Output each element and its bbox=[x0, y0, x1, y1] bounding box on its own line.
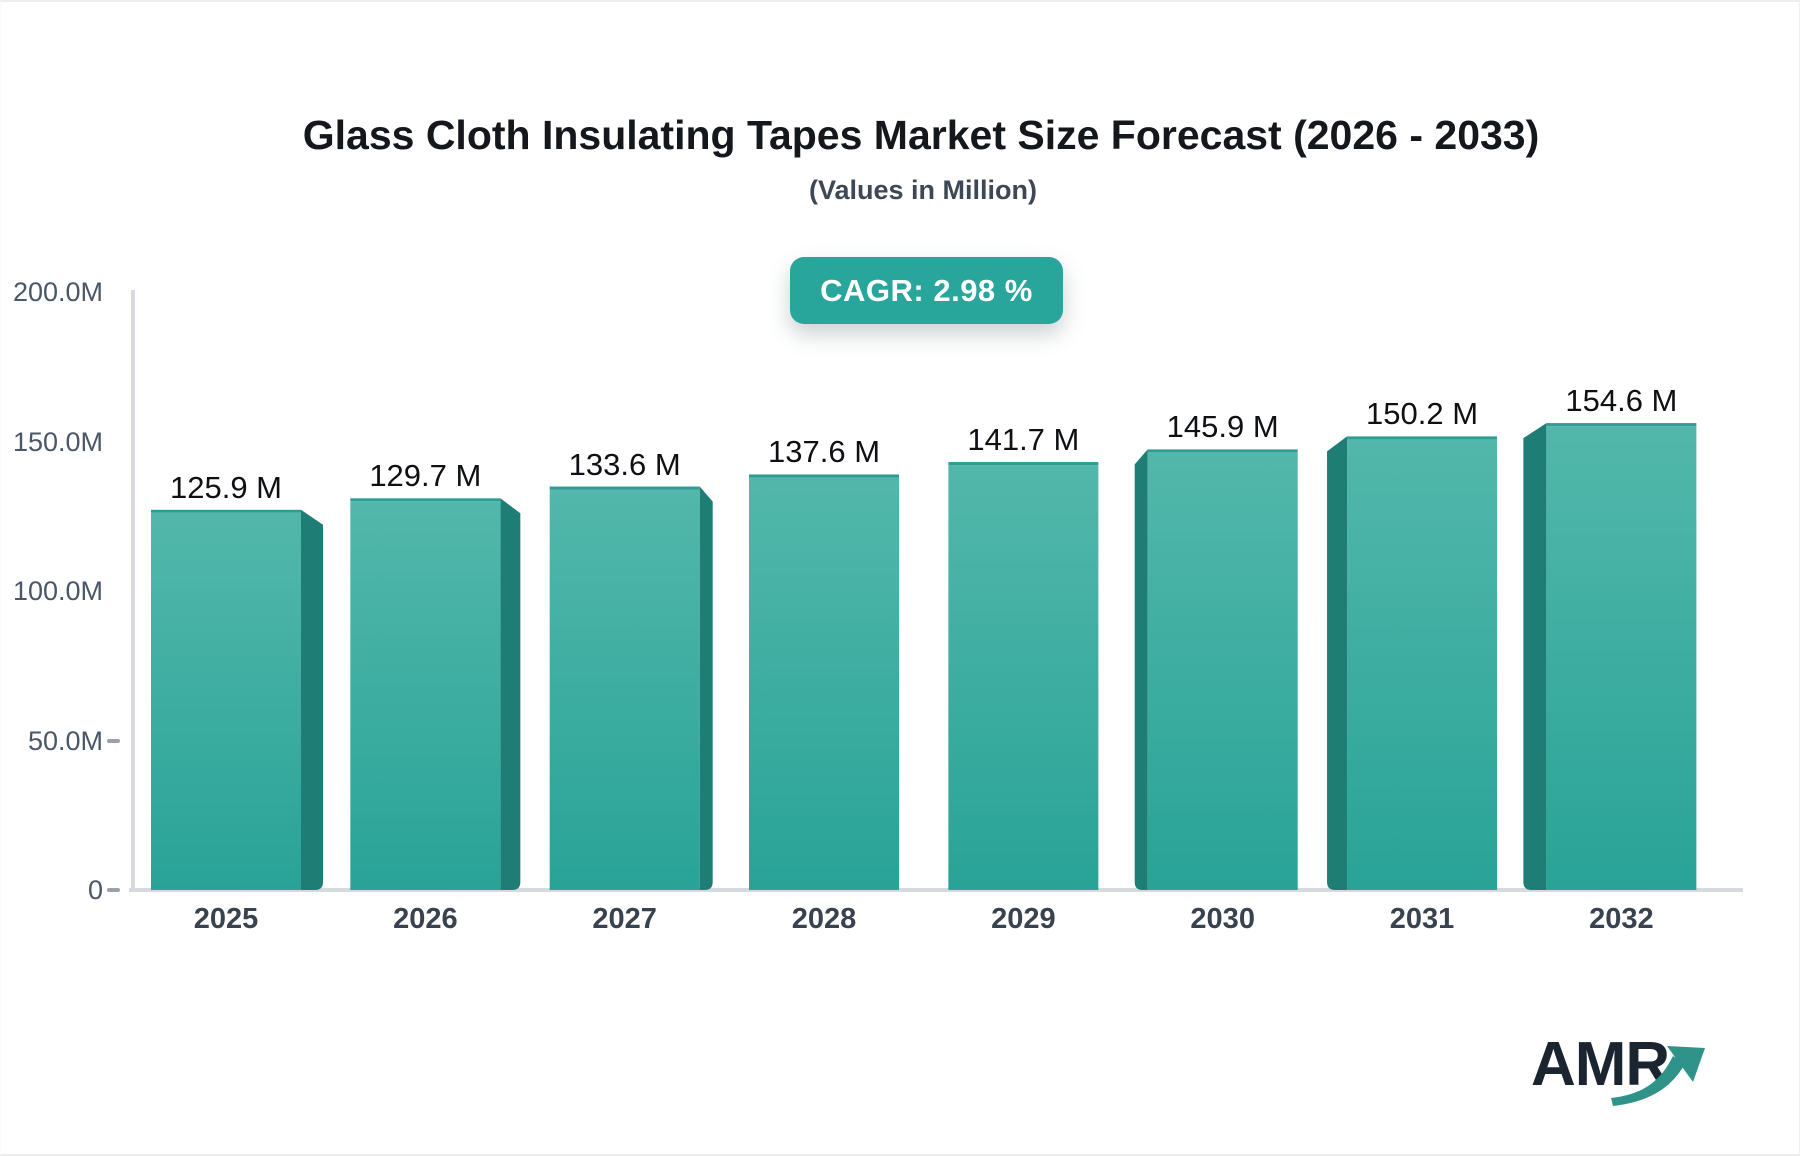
chart-subtitle: (Values in Million) bbox=[808, 175, 1038, 205]
bar-top-edge bbox=[151, 509, 301, 513]
x-axis-label: 2027 bbox=[592, 903, 657, 935]
bar-value-label: 125.9 M bbox=[169, 469, 283, 505]
bar-value-label: 141.7 M bbox=[967, 422, 1080, 458]
bar-value-label: 133.6 M bbox=[568, 446, 681, 482]
bar-2032 bbox=[1523, 423, 1697, 890]
bar-top-edge bbox=[948, 462, 1099, 466]
bar-value-label: 154.6 M bbox=[1565, 383, 1678, 419]
bar-2030 bbox=[1134, 449, 1298, 890]
amr-logo: AMR bbox=[1531, 1034, 1721, 1114]
bar-top-edge bbox=[1147, 449, 1298, 453]
bar-top-edge bbox=[749, 474, 900, 478]
bar-top-edge bbox=[1347, 436, 1498, 440]
bar-front-face bbox=[1147, 452, 1298, 890]
bar-value-label: 150.2 M bbox=[1366, 396, 1479, 432]
bar-value-label: 137.6 M bbox=[768, 434, 881, 470]
bar-front-face bbox=[1347, 439, 1498, 890]
bar-top-edge bbox=[1546, 423, 1697, 427]
bar-front-face bbox=[151, 512, 301, 890]
bar-top-edge bbox=[350, 498, 501, 502]
bar-2026 bbox=[350, 498, 521, 890]
bar-front-face bbox=[1546, 426, 1697, 890]
y-axis-tick bbox=[107, 738, 120, 743]
y-axis-line bbox=[131, 290, 135, 891]
x-axis-line bbox=[129, 888, 1743, 892]
logo-arrow-icon bbox=[1611, 1046, 1705, 1106]
chart-title: Glass Cloth Insulating Tapes Market Size… bbox=[302, 112, 1540, 158]
bar-side-face bbox=[1523, 423, 1547, 890]
y-axis-tick bbox=[107, 888, 120, 892]
bar-side-face bbox=[301, 509, 323, 890]
cagr-badge: CAGR: 2.98 % bbox=[790, 257, 1063, 324]
bar-2025 bbox=[151, 509, 323, 890]
bar-2031 bbox=[1327, 436, 1498, 890]
bar-front-face bbox=[549, 489, 700, 890]
y-axis-label: 0 bbox=[87, 875, 103, 905]
x-axis-label: 2030 bbox=[1190, 903, 1255, 935]
cagr-badge-label: CAGR: 2.98 % bbox=[820, 272, 1033, 308]
y-axis-label: 100.0M bbox=[12, 576, 103, 606]
bar-side-face bbox=[699, 486, 713, 890]
bar-2029 bbox=[948, 462, 1099, 890]
y-axis-label: 200.0M bbox=[12, 277, 103, 307]
x-axis-label: 2031 bbox=[1389, 903, 1455, 935]
bar-side-face bbox=[500, 498, 521, 890]
x-axis-label: 2028 bbox=[791, 903, 857, 935]
bar-2028 bbox=[749, 474, 900, 890]
bar-2027 bbox=[549, 486, 713, 890]
bar-front-face bbox=[350, 501, 501, 890]
bar-side-face bbox=[1327, 436, 1348, 890]
x-axis-label: 2029 bbox=[991, 903, 1056, 935]
y-axis-label: 150.0M bbox=[12, 426, 103, 457]
bar-front-face bbox=[948, 465, 1099, 890]
y-axis-label: 50.0M bbox=[27, 725, 103, 756]
x-axis-label: 2032 bbox=[1589, 903, 1654, 935]
x-axis-label: 2025 bbox=[193, 903, 259, 935]
bar-side-face bbox=[1134, 449, 1148, 890]
bar-top-edge bbox=[549, 486, 700, 490]
bar-front-face bbox=[749, 477, 900, 890]
bar-value-label: 145.9 M bbox=[1166, 409, 1279, 445]
x-axis-label: 2026 bbox=[393, 903, 458, 935]
amr-logo-text: AMR bbox=[1531, 1030, 1670, 1099]
bar-value-label: 129.7 M bbox=[369, 458, 482, 494]
